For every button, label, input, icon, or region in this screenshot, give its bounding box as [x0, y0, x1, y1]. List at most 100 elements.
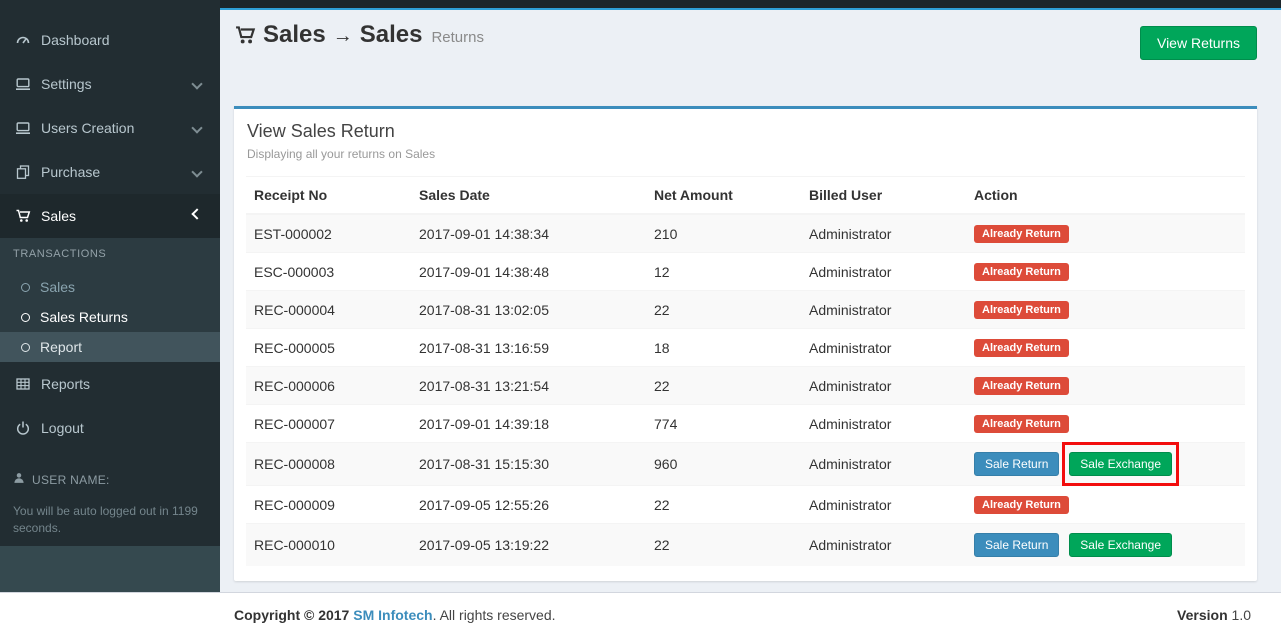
cell-action: Sale Return Sale Exchange [966, 442, 1245, 486]
sidebar-item-label: Settings [41, 76, 92, 92]
power-icon [15, 420, 31, 436]
sale-return-button[interactable]: Sale Return [974, 452, 1060, 476]
cell-billed-user: Administrator [801, 366, 966, 405]
breadcrumb-sales-2: Sales [359, 21, 423, 48]
submenu-item-label: Sales Returns [40, 309, 128, 325]
breadcrumb-sales: Sales [263, 21, 326, 48]
view-returns-button[interactable]: View Returns [1139, 26, 1257, 60]
chevron-down-icon [191, 208, 203, 220]
sidebar-item-dashboard[interactable]: Dashboard [0, 18, 220, 62]
table-row: REC-000008 2017-08-31 15:15:30 960 Admin… [246, 442, 1245, 486]
sale-exchange-button[interactable]: Sale Exchange [1069, 533, 1172, 557]
cell-sales-date: 2017-08-31 13:16:59 [411, 328, 646, 367]
cell-net-amount: 22 [646, 290, 801, 329]
sidebar-item-label: Reports [41, 376, 91, 392]
cell-action: Already Return [966, 328, 1245, 367]
submenu-item-sales-returns[interactable]: Sales Returns [0, 302, 220, 332]
top-navbar-strip [220, 0, 1281, 8]
cell-billed-user: Administrator [801, 523, 966, 566]
annotated-button-wrap: Sale Exchange [1062, 442, 1179, 486]
cell-receipt-no: REC-000004 [246, 290, 411, 329]
sidebar-item-reports[interactable]: Reports [0, 362, 220, 406]
sidebar-nav: Dashboard Settings Users Creation [0, 0, 220, 550]
sidebar: Dashboard Settings Users Creation [0, 0, 220, 592]
cell-sales-date: 2017-09-01 14:38:48 [411, 252, 646, 291]
chevron-left-icon [191, 78, 203, 90]
sidebar-item-users-creation[interactable]: Users Creation [0, 106, 220, 150]
sidebar-item-settings[interactable]: Settings [0, 62, 220, 106]
sidebar-item-purchase[interactable]: Purchase [0, 150, 220, 194]
version-text: Version 1.0 [1177, 607, 1251, 623]
cell-sales-date: 2017-09-05 13:19:22 [411, 523, 646, 566]
circle-icon [21, 342, 30, 352]
cell-net-amount: 22 [646, 485, 801, 524]
sales-return-panel: View Sales Return Displaying all your re… [234, 106, 1257, 581]
cell-sales-date: 2017-09-01 14:39:18 [411, 404, 646, 443]
footer: Copyright © 2017 SM Infotech. All rights… [0, 592, 1281, 639]
table-row: REC-000010 2017-09-05 13:19:22 22 Admini… [246, 523, 1245, 566]
sidebar-item-label: Users Creation [41, 120, 135, 136]
cart-icon [234, 24, 256, 46]
cell-sales-date: 2017-08-31 13:21:54 [411, 366, 646, 405]
circle-icon [21, 312, 30, 322]
sidebar-item-sales[interactable]: Sales [0, 194, 220, 238]
auto-logout-note: You will be auto logged out in 1199 seco… [13, 504, 198, 536]
already-return-badge: Already Return [974, 225, 1069, 243]
already-return-badge: Already Return [974, 339, 1069, 357]
panel-subtitle: Displaying all your returns on Sales [247, 147, 436, 161]
cell-billed-user: Administrator [801, 252, 966, 291]
cell-sales-date: 2017-09-01 14:38:34 [411, 213, 646, 253]
column-header-receipt-no: Receipt No [246, 176, 411, 215]
table-row: ESC-000003 2017-09-01 14:38:48 12 Admini… [246, 252, 1245, 291]
copy-icon [15, 164, 31, 180]
sidebar-item-label: Dashboard [41, 32, 110, 48]
submenu-item-sales[interactable]: Sales [0, 272, 220, 302]
sale-return-button[interactable]: Sale Return [974, 533, 1060, 557]
arrow-icon: → [332, 25, 353, 47]
table-row: REC-000009 2017-09-05 12:55:26 22 Admini… [246, 485, 1245, 524]
cell-action: Already Return [966, 485, 1245, 524]
sidebar-bottom-strip [0, 546, 220, 592]
breadcrumb-returns: Returns [431, 29, 484, 46]
sidebar-item-label: Logout [41, 420, 84, 436]
cell-billed-user: Administrator [801, 442, 966, 486]
user-name-row: USER NAME: [13, 472, 207, 487]
page-header: Sales → Sales Returns View Returns [220, 10, 1281, 60]
sale-exchange-button[interactable]: Sale Exchange [1069, 452, 1172, 476]
cell-net-amount: 774 [646, 404, 801, 443]
cell-net-amount: 210 [646, 213, 801, 253]
cell-action: Already Return [966, 290, 1245, 329]
panel-title: View Sales Return [247, 121, 395, 141]
chevron-left-icon [191, 166, 203, 178]
cell-receipt-no: REC-000008 [246, 442, 411, 486]
cell-receipt-no: REC-000005 [246, 328, 411, 367]
cell-action: Already Return [966, 252, 1245, 291]
table-row: REC-000007 2017-09-01 14:39:18 774 Admin… [246, 404, 1245, 443]
copyright-text: Copyright © 2017 SM Infotech. All rights… [234, 607, 556, 623]
cell-action: Already Return [966, 213, 1245, 253]
chevron-left-icon [191, 122, 203, 134]
sidebar-item-label: Purchase [41, 164, 101, 180]
cell-net-amount: 18 [646, 328, 801, 367]
already-return-badge: Already Return [974, 415, 1069, 433]
cell-action: Already Return [966, 366, 1245, 405]
top-accent-line [220, 8, 1281, 10]
cell-receipt-no: EST-000002 [246, 213, 411, 253]
company-link[interactable]: SM Infotech [353, 607, 433, 623]
cell-sales-date: 2017-08-31 15:15:30 [411, 442, 646, 486]
content-area: Sales → Sales Returns View Returns View … [220, 0, 1281, 592]
user-panel: USER NAME: [0, 462, 220, 491]
sidebar-item-logout[interactable]: Logout [0, 406, 220, 450]
already-return-badge: Already Return [974, 301, 1069, 319]
cell-receipt-no: REC-000010 [246, 523, 411, 566]
monitor-icon [15, 76, 31, 92]
submenu-item-report[interactable]: Report [0, 332, 220, 362]
table-header-row: Receipt No Sales Date Net Amount Billed … [246, 176, 1245, 215]
cell-receipt-no: REC-000006 [246, 366, 411, 405]
submenu-item-label: Report [40, 339, 83, 355]
table-row: REC-000004 2017-08-31 13:02:05 22 Admini… [246, 290, 1245, 329]
already-return-badge: Already Return [974, 263, 1069, 281]
table-row: REC-000005 2017-08-31 13:16:59 18 Admini… [246, 328, 1245, 367]
table-icon [15, 376, 31, 392]
cell-receipt-no: REC-000007 [246, 404, 411, 443]
